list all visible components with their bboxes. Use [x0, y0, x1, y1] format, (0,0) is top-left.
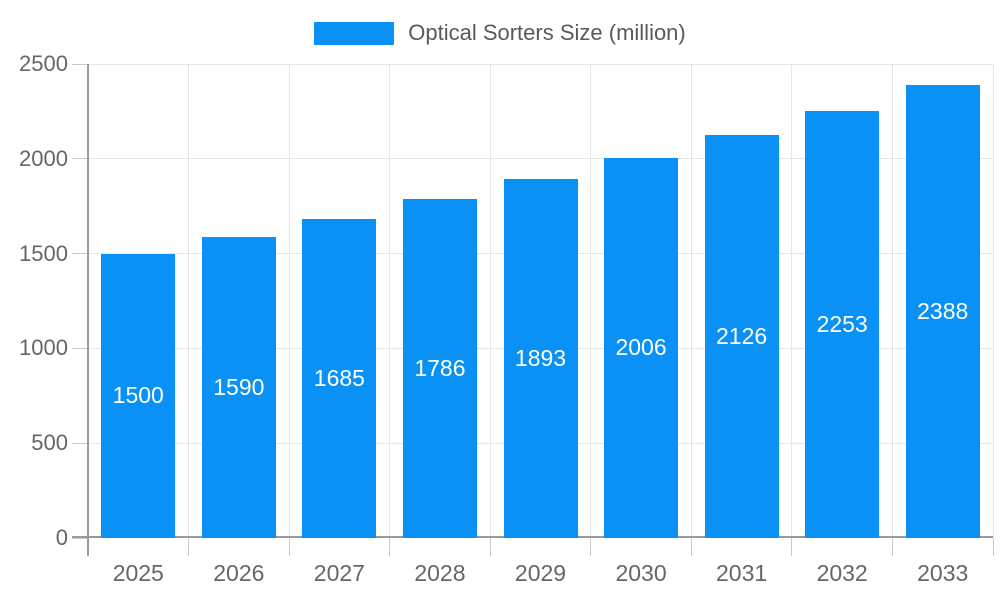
gridline-vertical [188, 64, 190, 538]
y-axis-tick [72, 253, 88, 255]
x-axis-tick [992, 538, 994, 556]
x-axis-tick [389, 538, 391, 556]
bar[interactable]: 1786 [402, 199, 477, 538]
gridline-vertical [288, 64, 290, 538]
y-axis-tick [72, 537, 88, 539]
x-axis-tick-label: 2027 [313, 560, 365, 586]
x-axis-tick-label: 2028 [414, 560, 466, 586]
bar[interactable]: 1685 [302, 218, 377, 538]
legend-swatch-icon[interactable] [314, 21, 395, 45]
bar[interactable]: 1590 [201, 236, 276, 538]
legend-label[interactable]: Optical Sorters Size (million) [408, 20, 686, 45]
x-axis-tick [288, 538, 290, 556]
gridline-vertical [590, 64, 592, 538]
bar[interactable]: 1893 [503, 179, 578, 538]
x-axis-tick-label: 2033 [917, 560, 969, 586]
gridline-vertical [389, 64, 391, 538]
gridline-horizontal [88, 158, 993, 160]
gridline-vertical [690, 64, 692, 538]
bar-value-label: 2388 [917, 298, 969, 325]
bar[interactable]: 1500 [101, 253, 176, 538]
bar-value-label: 2126 [716, 322, 768, 349]
bar-value-label: 1500 [112, 382, 164, 409]
chart-legend: Optical Sorters Size (million) [0, 20, 1000, 46]
y-axis-tick-label: 0 [55, 525, 68, 550]
gridline-horizontal [88, 63, 993, 65]
bar-value-label: 1786 [414, 355, 466, 382]
y-axis-line [87, 64, 89, 556]
gridline-vertical [992, 64, 994, 538]
gridline-vertical [891, 64, 893, 538]
x-axis-tick [590, 538, 592, 556]
y-axis-tick [72, 158, 88, 160]
y-axis-tick-label: 2500 [19, 51, 68, 76]
y-axis-tick-label: 2000 [19, 145, 68, 171]
x-axis-tick-label: 2030 [615, 560, 667, 586]
bar[interactable]: 2253 [805, 110, 880, 538]
x-axis-tick [891, 538, 893, 556]
x-axis-tick [188, 538, 190, 556]
gridline-vertical [791, 64, 793, 538]
y-axis-tick-label: 1000 [19, 335, 68, 361]
y-axis-tick [72, 63, 88, 65]
bar-value-label: 1685 [313, 364, 365, 391]
bar[interactable]: 2006 [604, 157, 679, 538]
x-axis-tick [690, 538, 692, 556]
x-axis-tick-label: 2029 [514, 560, 567, 586]
y-axis-tick [72, 442, 88, 444]
x-axis-tick-label: 2032 [816, 560, 868, 586]
plot-area: 0 500 1000 1500 2000 2500 1500 2025 1590 2026 1685… [19, 52, 994, 586]
x-axis-tick-label: 2026 [213, 560, 265, 586]
bar-value-label: 2253 [816, 310, 868, 337]
y-axis-tick [72, 347, 88, 349]
y-axis-tick-label: 500 [31, 430, 68, 456]
x-axis-tick [791, 538, 793, 556]
bar[interactable]: 2388 [905, 85, 980, 538]
gridline-vertical [489, 64, 491, 538]
x-axis-tick-label: 2031 [716, 560, 768, 586]
bar-value-label: 1893 [514, 345, 567, 372]
bar-value-label: 1590 [213, 373, 265, 400]
bar[interactable]: 2126 [704, 134, 779, 538]
y-axis-tick-label: 1500 [19, 240, 68, 266]
bar-value-label: 2006 [615, 334, 667, 361]
x-axis-tick-label: 2025 [112, 560, 164, 586]
x-axis-tick [489, 538, 491, 556]
